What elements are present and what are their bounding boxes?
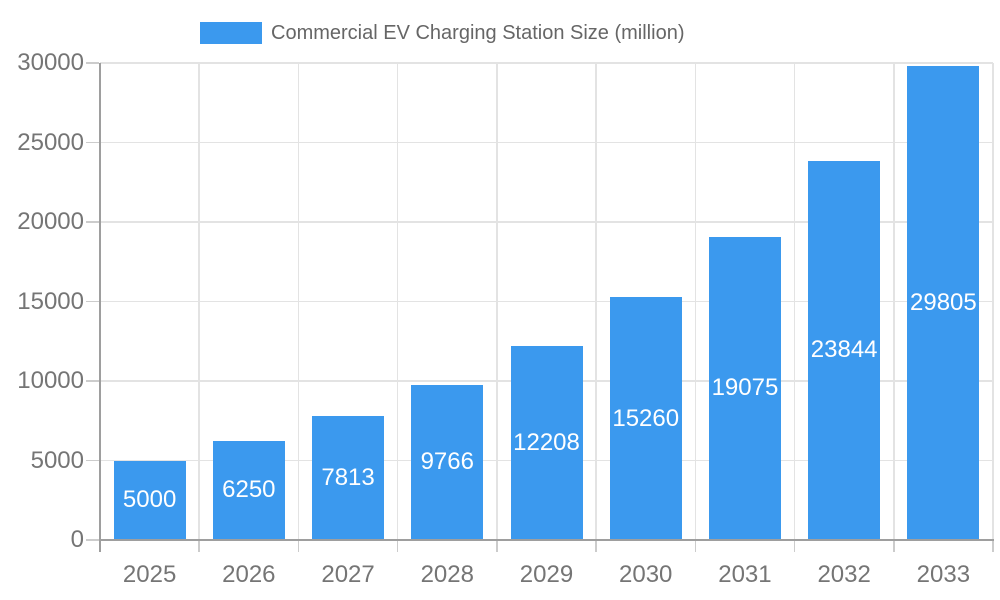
h-gridline [100, 221, 993, 223]
x-axis-tick [793, 541, 796, 552]
y-axis-tick [86, 221, 99, 223]
v-gridline [595, 63, 597, 540]
y-axis-tick [86, 459, 99, 462]
x-axis-tick [198, 541, 200, 552]
v-gridline [694, 63, 697, 540]
y-axis-tick [86, 62, 99, 64]
bar-value-label: 15260 [612, 404, 680, 432]
y-axis-tick [86, 141, 99, 144]
x-axis-tick-label: 2025 [122, 561, 177, 588]
bar-value-label: 12208 [513, 428, 580, 456]
bar: 15260 [609, 297, 682, 540]
v-gridline [297, 63, 300, 540]
x-axis-tick [496, 541, 498, 552]
y-axis-tick [86, 539, 99, 541]
x-axis-tick-label: 2033 [916, 561, 971, 588]
h-gridline [100, 300, 993, 303]
y-axis-tick-label: 0 [70, 526, 84, 553]
v-gridline [198, 63, 200, 540]
bar: 12208 [510, 345, 583, 540]
bar: 19075 [708, 236, 781, 540]
x-axis-tick-label: 2032 [817, 561, 871, 588]
bar: 29805 [907, 66, 980, 540]
y-axis-tick-label: 10000 [17, 367, 84, 394]
x-axis-tick [297, 541, 300, 552]
h-gridline [100, 62, 993, 64]
bar: 23844 [808, 160, 881, 540]
y-axis-tick [86, 300, 99, 303]
y-axis-tick-label: 20000 [17, 208, 84, 235]
chart-legend[interactable]: Commercial EV Charging Station Size (mil… [200, 20, 684, 46]
h-gridline [100, 141, 993, 144]
bar-value-label: 29805 [910, 289, 977, 317]
v-gridline [496, 63, 498, 540]
v-gridline [793, 63, 796, 540]
plot-area: 5000 6250 7813 9766 12208 15260 19075 23844 2980… [100, 62, 994, 540]
legend-label: Commercial EV Charging Station Size (mil… [271, 21, 685, 44]
bar: 6250 [212, 440, 285, 540]
v-gridline [992, 63, 994, 540]
y-axis-line [98, 63, 101, 552]
x-axis-tick [396, 541, 399, 552]
x-axis-tick-label: 2027 [321, 561, 375, 588]
bar-value-label: 5000 [122, 486, 177, 514]
bar-value-label: 7813 [321, 463, 375, 491]
x-axis-tick-label: 2031 [718, 561, 772, 588]
bar: 7813 [312, 415, 385, 540]
x-axis-line [98, 539, 994, 541]
x-axis-tick-label: 2028 [420, 561, 474, 588]
x-axis-tick-label: 2030 [619, 561, 673, 588]
bar-value-label: 23844 [810, 336, 878, 364]
bar: 9766 [411, 384, 484, 540]
y-axis-tick-label: 25000 [17, 128, 84, 156]
y-axis-tick-label: 30000 [17, 49, 84, 76]
v-gridline [396, 63, 399, 540]
bar-value-label: 19075 [711, 374, 779, 402]
bar-value-label: 9766 [420, 448, 474, 476]
x-axis-tick [595, 541, 597, 552]
x-axis-tick [694, 541, 697, 552]
y-axis-tick-label: 15000 [17, 287, 84, 315]
y-axis-tick [86, 380, 99, 382]
x-axis-tick-label: 2029 [519, 561, 574, 588]
legend-swatch-icon [200, 22, 262, 44]
x-axis-tick-label: 2026 [222, 561, 276, 588]
bar-value-label: 6250 [222, 476, 276, 504]
bar: 5000 [113, 460, 186, 540]
x-axis-tick [893, 541, 895, 552]
y-axis-tick-label: 5000 [30, 446, 84, 474]
x-axis-tick [992, 541, 994, 552]
v-gridline [893, 63, 895, 540]
